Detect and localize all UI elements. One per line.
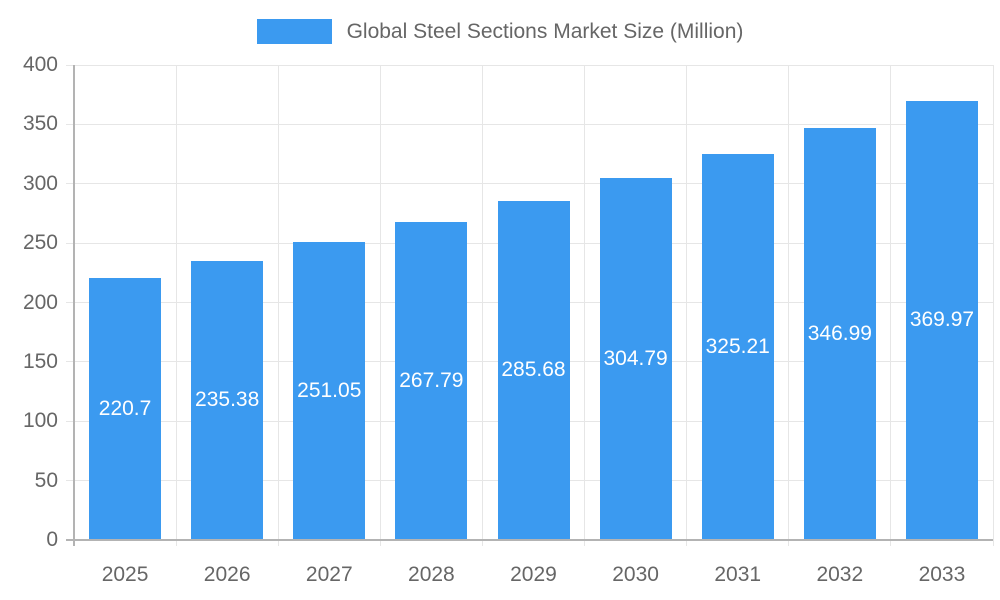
chart-legend[interactable]: Global Steel Sections Market Size (Milli… xyxy=(0,19,1000,44)
y-tick-label: 350 xyxy=(22,112,58,136)
y-tick-label: 150 xyxy=(22,349,58,373)
x-gridline xyxy=(788,65,790,546)
bar[interactable]: 235.38 xyxy=(191,260,264,540)
bar[interactable]: 220.7 xyxy=(89,277,162,540)
y-tick-label: 200 xyxy=(22,290,58,314)
x-gridline xyxy=(379,65,381,546)
x-axis-line xyxy=(66,539,993,541)
y-tick-label: 100 xyxy=(22,409,58,433)
bar-value-label: 235.38 xyxy=(195,388,260,412)
x-gridline xyxy=(175,65,177,546)
x-gridline xyxy=(481,65,483,546)
x-tick-label: 2027 xyxy=(305,563,353,586)
y-tick-label: 400 xyxy=(22,53,58,76)
legend-label: Global Steel Sections Market Size (Milli… xyxy=(346,20,744,43)
y-gridline xyxy=(66,183,993,185)
x-tick-label: 2031 xyxy=(714,563,762,586)
x-gridline xyxy=(686,65,688,546)
bar-value-label: 325.21 xyxy=(705,334,770,358)
x-tick-label: 2032 xyxy=(816,563,864,586)
bar-value-label: 285.68 xyxy=(501,358,566,382)
y-tick-label: 300 xyxy=(22,171,58,195)
y-tick-label: 250 xyxy=(22,231,58,255)
y-axis-line xyxy=(73,65,75,546)
bar[interactable]: 325.21 xyxy=(701,153,774,540)
bar[interactable]: 251.05 xyxy=(293,241,366,540)
x-gridline xyxy=(584,65,586,546)
plot-area: 220.7 235.38 251.05 267.79 285.68 304.79 325.2… xyxy=(66,64,994,546)
y-gridline xyxy=(66,123,993,125)
bar-value-label: 267.79 xyxy=(399,369,464,392)
x-tick-label: 2028 xyxy=(408,563,455,586)
x-tick-label: 2033 xyxy=(918,563,966,586)
x-gridline xyxy=(277,65,279,546)
y-gridline xyxy=(66,64,993,66)
x-gridline xyxy=(890,65,892,546)
x-tick-label: 2030 xyxy=(612,563,659,586)
bar[interactable]: 285.68 xyxy=(497,200,570,540)
bar-value-label: 251.05 xyxy=(297,378,362,402)
legend-swatch-icon xyxy=(256,19,332,44)
bar-value-label: 369.97 xyxy=(909,308,975,332)
bar[interactable]: 267.79 xyxy=(395,222,468,540)
x-tick-label: 2026 xyxy=(203,563,251,586)
x-tick-label: 2025 xyxy=(101,563,149,586)
bar-value-label: 304.79 xyxy=(603,347,668,371)
y-tick-label: 50 xyxy=(34,468,58,492)
y-tick-label: 0 xyxy=(46,528,58,551)
x-gridline xyxy=(992,65,994,546)
bar[interactable]: 346.99 xyxy=(803,127,876,540)
bar[interactable]: 369.97 xyxy=(905,100,978,540)
bar-value-label: 346.99 xyxy=(807,321,872,345)
x-tick-label: 2029 xyxy=(510,563,557,586)
bar-value-label: 220.7 xyxy=(98,396,152,420)
bar[interactable]: 304.79 xyxy=(599,178,672,540)
